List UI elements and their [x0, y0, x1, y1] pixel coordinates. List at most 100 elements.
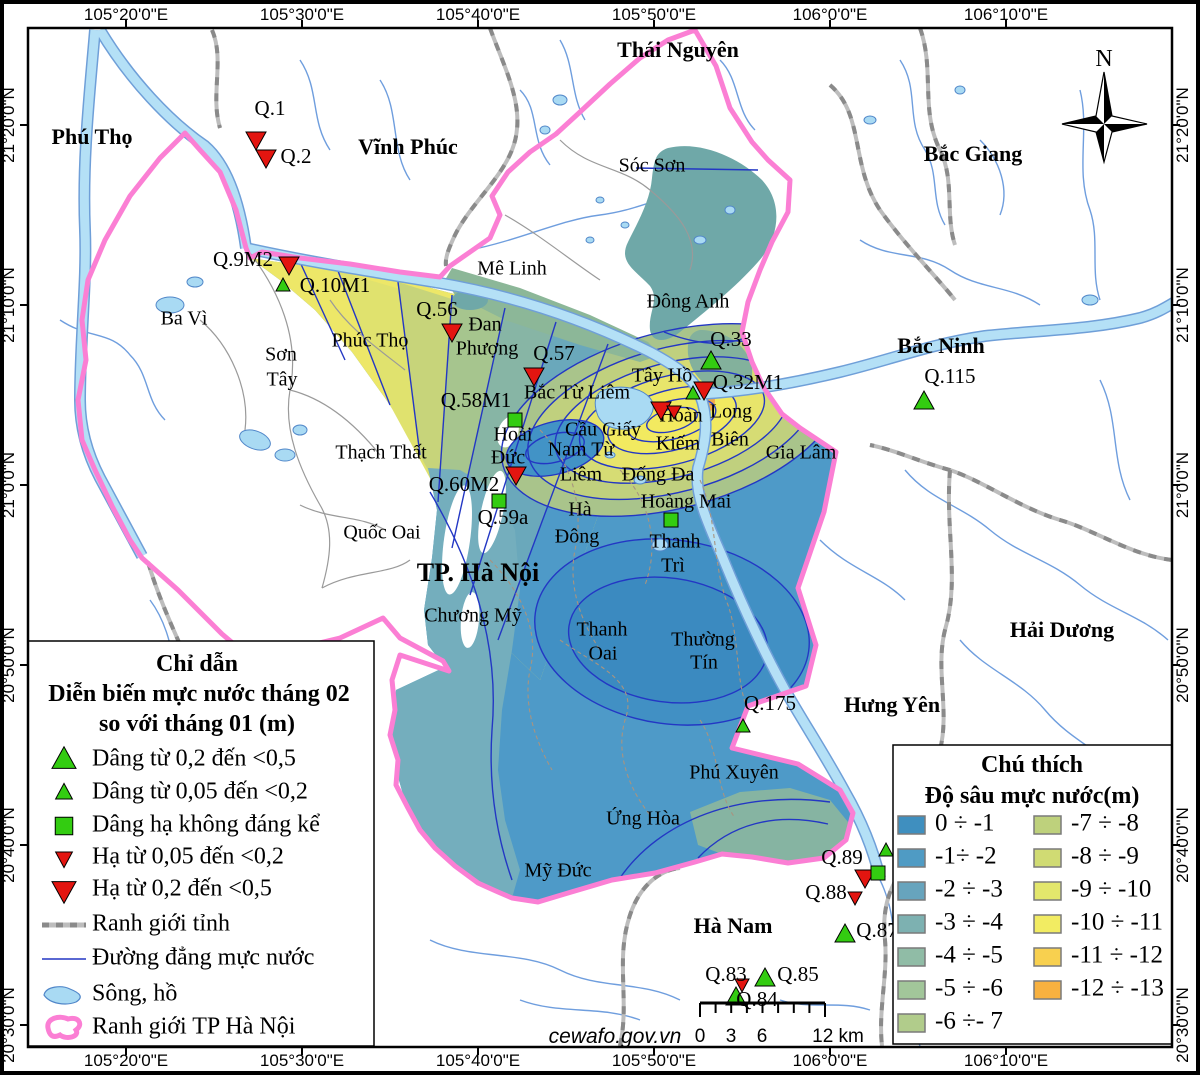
place-labels: Phú Thọ Vĩnh Phúc Thái Nguyên Bắc Giang Bắc …: [52, 37, 1115, 938]
legend-item-label: Sông, hồ: [92, 981, 177, 1007]
depth-range-label: -1÷ -2: [935, 843, 997, 870]
fall-triangle-icon: [666, 405, 682, 421]
place-label: Tín: [690, 652, 718, 674]
depth-color-swatch: [897, 1013, 926, 1033]
latitude-label: 20°30'0"N: [1173, 987, 1192, 1063]
city-boundary-icon: [45, 1014, 83, 1040]
place-label: Hà: [568, 499, 591, 521]
depth-range-label: -6 ÷- 7: [935, 1008, 1003, 1035]
scale-bar-label: 12 km: [812, 1026, 864, 1047]
latitude-label: 21°20'0"N: [1173, 87, 1192, 163]
legend-item-label: Hạ từ 0,2 đến <0,5: [92, 876, 272, 902]
place-label: Hưng Yên: [844, 692, 940, 717]
place-label: Quốc Oai: [343, 522, 421, 544]
depth-range-label: -5 ÷ -6: [935, 975, 1003, 1002]
legend-item-label: Ranh giới TP Hà Nội: [92, 1014, 296, 1040]
depth-color-swatch: [1033, 848, 1062, 868]
place-label: Thái Nguyên: [617, 37, 739, 62]
depth-range-label: -11 ÷ -12: [1071, 942, 1163, 969]
fall-triangle-icon: [441, 323, 463, 344]
credit-watermark: cewafo.gov.vn: [549, 1025, 682, 1048]
rise-triangle-icon: [685, 384, 701, 400]
place-label: TP. Hà Nội: [417, 558, 540, 587]
place-label: Đống Đa: [622, 464, 695, 486]
scale-bar-label: 0: [695, 1026, 706, 1047]
place-label: Tây: [266, 369, 297, 391]
depth-color-swatch: [897, 881, 926, 901]
place-label: Đông: [555, 526, 599, 548]
depth-color-swatch: [897, 914, 926, 934]
legend-water-level-change: Chỉ dẫn Diễn biến mực nước tháng 02 so v…: [27, 640, 375, 1047]
longitude-label: 105°30'0"E: [260, 1051, 344, 1070]
map-frame: [26, 26, 1174, 1049]
legend-item-label: Đường đẳng mực nước: [92, 945, 314, 971]
place-label: Phượng: [456, 338, 519, 360]
stable-square-icon: [507, 412, 523, 428]
station-label: Q.88: [805, 880, 846, 904]
depth-color-swatch: [897, 947, 926, 967]
district-boundaries-inner: [489, 429, 749, 819]
legend-right-subtitle: Độ sâu mực nước(m): [925, 783, 1140, 809]
legend-left-subtitle2: so với tháng 01 (m): [99, 711, 295, 737]
fall-triangle-icon: [54, 851, 74, 869]
place-label: Bắc Từ Liêm: [524, 382, 630, 404]
fall-triangle-icon: [523, 367, 545, 388]
latitude-label: 21°10'0"N: [1173, 267, 1192, 343]
station-label: Q.84: [736, 987, 778, 1011]
legend-left-subtitle1: Diễn biến mực nước tháng 02: [48, 681, 349, 707]
fall-triangle-icon: [854, 869, 876, 890]
longitude-label: 106°0'0"E: [793, 5, 868, 24]
place-label: Vĩnh Phúc: [358, 134, 458, 159]
longitude-label: 105°50'0"E: [612, 1051, 696, 1070]
depth-color-swatch: [897, 848, 926, 868]
legend-item-label: Dâng từ 0,05 đến <0,2: [92, 779, 308, 805]
legend-item-label: Dâng hạ không đáng kể: [92, 812, 320, 838]
station-label: Q.87: [856, 918, 897, 942]
rise-triangle-icon: [725, 985, 747, 1006]
place-label: Ba Vì: [161, 308, 208, 330]
fall-triangle-icon: [693, 381, 715, 402]
place-label: Đông Anh: [647, 291, 730, 313]
station-label: Q.83: [705, 962, 746, 986]
depth-range-label: -12 ÷ -13: [1071, 975, 1164, 1002]
station-label: Q.89: [821, 845, 862, 869]
rise-triangle-icon: [834, 922, 856, 943]
station-label: Q.115: [924, 364, 975, 388]
place-label: Hải Dương: [1010, 617, 1114, 642]
place-label: Thường: [671, 629, 735, 651]
fall-triangle-icon: [245, 131, 267, 152]
longitude-label: 106°10'0"E: [964, 1051, 1048, 1070]
place-label: Cầu Giấy: [565, 419, 641, 441]
rise-triangle-icon: [275, 276, 291, 292]
station-markers: Q.1 Q.2 Q.9M2 Q.10M1 Q.56 Q.57 Q.58M1 Q.33 Q.32M…: [213, 96, 976, 1011]
scale-bar-label: 3: [726, 1026, 737, 1047]
station-label: Q.9M2: [213, 247, 273, 271]
hanoi-boundary: [75, 29, 856, 905]
stable-square-icon: [54, 816, 74, 836]
legend-water-depth: Chú thích Độ sâu mực nước(m) 0 ÷ -1 -1÷ -…: [892, 744, 1173, 1045]
longitude-label: 105°40'0"E: [436, 5, 520, 24]
latitude-label: 20°50'0"N: [0, 627, 18, 703]
rise-triangle-icon: [754, 966, 776, 987]
place-label: Oai: [589, 643, 618, 665]
place-label: Ứng Hòa: [606, 806, 680, 830]
rise-triangle-icon: [51, 745, 77, 769]
latitude-label: 20°30'0"N: [0, 987, 18, 1063]
depth-range-label: 0 ÷ -1: [935, 810, 995, 837]
station-label: Q.33: [710, 327, 751, 351]
map-content: [59, 29, 1171, 1046]
fall-triangle-icon: [51, 881, 77, 905]
water-level-contours: [299, 167, 844, 881]
latitude-label: 21°0'0"N: [0, 452, 18, 518]
latitude-label: 21°10'0"N: [0, 267, 18, 343]
compass-north-label: N: [1095, 46, 1112, 72]
rise-triangle-icon: [54, 782, 74, 800]
lake-icon: [43, 986, 81, 1005]
station-label: Q.32M1: [713, 370, 784, 394]
station-label: Q.175: [744, 691, 796, 715]
place-label: Mỹ Đức: [525, 860, 592, 882]
place-label: Thạch Thất: [335, 442, 427, 464]
place-label: Phú Xuyên: [689, 762, 778, 784]
fall-triangle-icon: [847, 891, 863, 907]
